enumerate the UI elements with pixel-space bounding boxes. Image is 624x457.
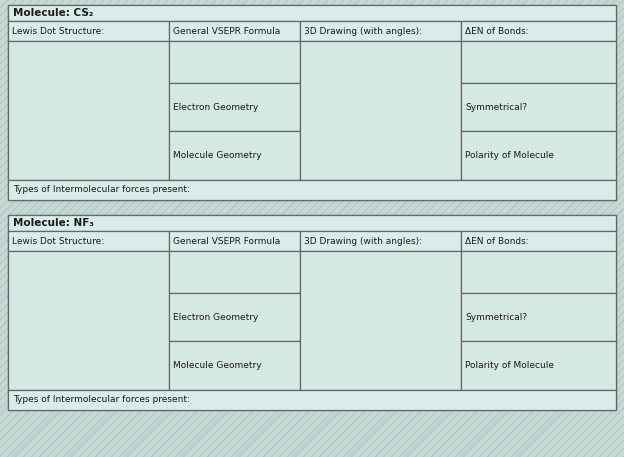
Bar: [300, 231, 461, 251]
Bar: [461, 341, 616, 390]
Bar: [461, 251, 616, 292]
Bar: [169, 292, 300, 341]
Text: 3D Drawing (with angles):: 3D Drawing (with angles):: [304, 27, 422, 36]
Text: ΔEN of Bonds:: ΔEN of Bonds:: [465, 237, 529, 245]
Bar: [8, 5, 616, 21]
Bar: [461, 83, 616, 131]
Text: Electron Geometry: Electron Geometry: [173, 102, 258, 112]
Bar: [169, 41, 300, 83]
Text: Molecule: NF₃: Molecule: NF₃: [13, 218, 94, 228]
Bar: [8, 41, 169, 180]
Bar: [169, 131, 300, 180]
Bar: [169, 341, 300, 390]
Text: Molecule: CS₂: Molecule: CS₂: [13, 8, 94, 18]
Bar: [461, 231, 616, 251]
Bar: [169, 21, 300, 41]
Bar: [300, 21, 461, 41]
Text: Molecule Geometry: Molecule Geometry: [173, 151, 261, 160]
Bar: [461, 292, 616, 341]
Bar: [8, 21, 169, 41]
Bar: [169, 231, 300, 251]
Text: Lewis Dot Structure:: Lewis Dot Structure:: [12, 27, 104, 36]
Bar: [8, 231, 169, 251]
Bar: [8, 390, 616, 410]
Bar: [461, 131, 616, 180]
Text: General VSEPR Formula: General VSEPR Formula: [173, 27, 280, 36]
Bar: [8, 215, 616, 231]
Text: Polarity of Molecule: Polarity of Molecule: [465, 361, 554, 370]
Text: Types of Intermolecular forces present:: Types of Intermolecular forces present:: [13, 186, 190, 195]
Text: Symmetrical?: Symmetrical?: [465, 102, 527, 112]
Bar: [8, 180, 616, 200]
Bar: [8, 215, 616, 410]
Text: ΔEN of Bonds:: ΔEN of Bonds:: [465, 27, 529, 36]
Text: Symmetrical?: Symmetrical?: [465, 313, 527, 322]
Text: Polarity of Molecule: Polarity of Molecule: [465, 151, 554, 160]
Bar: [300, 251, 461, 390]
Text: Molecule Geometry: Molecule Geometry: [173, 361, 261, 370]
Text: Lewis Dot Structure:: Lewis Dot Structure:: [12, 237, 104, 245]
Bar: [8, 251, 169, 390]
Bar: [8, 5, 616, 200]
Bar: [300, 41, 461, 180]
Text: General VSEPR Formula: General VSEPR Formula: [173, 237, 280, 245]
Bar: [461, 41, 616, 83]
Text: Types of Intermolecular forces present:: Types of Intermolecular forces present:: [13, 395, 190, 404]
Bar: [169, 83, 300, 131]
Bar: [461, 21, 616, 41]
Bar: [169, 251, 300, 292]
Text: 3D Drawing (with angles):: 3D Drawing (with angles):: [304, 237, 422, 245]
Text: Electron Geometry: Electron Geometry: [173, 313, 258, 322]
